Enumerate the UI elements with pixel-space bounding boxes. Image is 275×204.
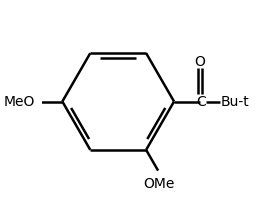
- Text: O: O: [194, 55, 205, 69]
- Text: C: C: [196, 95, 206, 109]
- Text: OMe: OMe: [143, 176, 175, 190]
- Text: MeO: MeO: [4, 95, 35, 109]
- Text: Bu-t: Bu-t: [221, 95, 250, 109]
